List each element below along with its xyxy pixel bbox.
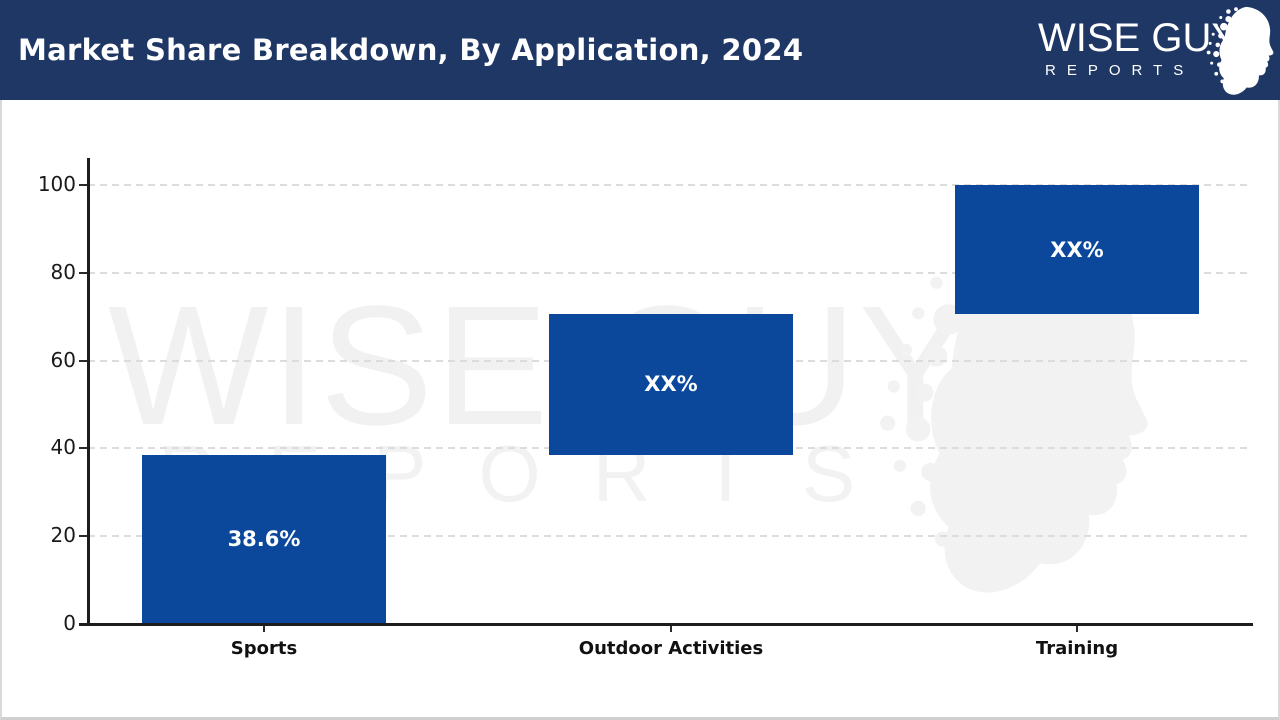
gridline [88, 271, 1252, 274]
bar-segment-outdoor-activities: XX% [549, 314, 793, 455]
bar-value-label: XX% [644, 372, 698, 397]
y-tick-label: 100 [37, 172, 76, 196]
x-category-label: Outdoor Activities [578, 638, 764, 659]
watermark-wordmark: WISE GUY [108, 271, 975, 461]
header-bar: Market Share Breakdown, By Application, … [0, 0, 1280, 100]
x-tick-mark [670, 624, 672, 632]
x-axis-line [79, 623, 1253, 626]
y-tick-label: 40 [50, 435, 76, 460]
y-tick-label: 80 [50, 259, 76, 284]
y-tick-label: 20 [50, 523, 76, 548]
y-tick-mark [79, 447, 88, 450]
y-tick-mark [79, 359, 88, 362]
y-tick-mark [79, 184, 88, 186]
x-tick-mark [1076, 624, 1078, 632]
bar-value-label: 38.6% [227, 527, 301, 552]
brand-wordmark: WISE GUY [1038, 16, 1239, 60]
bar-value-label: XX% [1050, 237, 1104, 262]
wiseguy-head-icon [1206, 6, 1274, 95]
brand-subtext: REPORTS [1045, 62, 1195, 79]
y-axis-line [87, 158, 90, 626]
y-tick-label: 60 [50, 347, 76, 372]
y-tick-mark [79, 271, 88, 274]
y-tick-mark [79, 535, 88, 538]
page-title: Market Share Breakdown, By Application, … [18, 33, 804, 67]
x-tick-mark [263, 624, 265, 632]
x-category-label: Training [1035, 638, 1119, 659]
bar-segment-sports: 38.6% [142, 454, 386, 624]
y-tick-label: 0 [63, 611, 76, 635]
gridline [88, 184, 1252, 186]
x-category-label: Sports [230, 638, 298, 659]
gridline [88, 535, 1252, 538]
bar-segment-training: XX% [955, 185, 1199, 315]
